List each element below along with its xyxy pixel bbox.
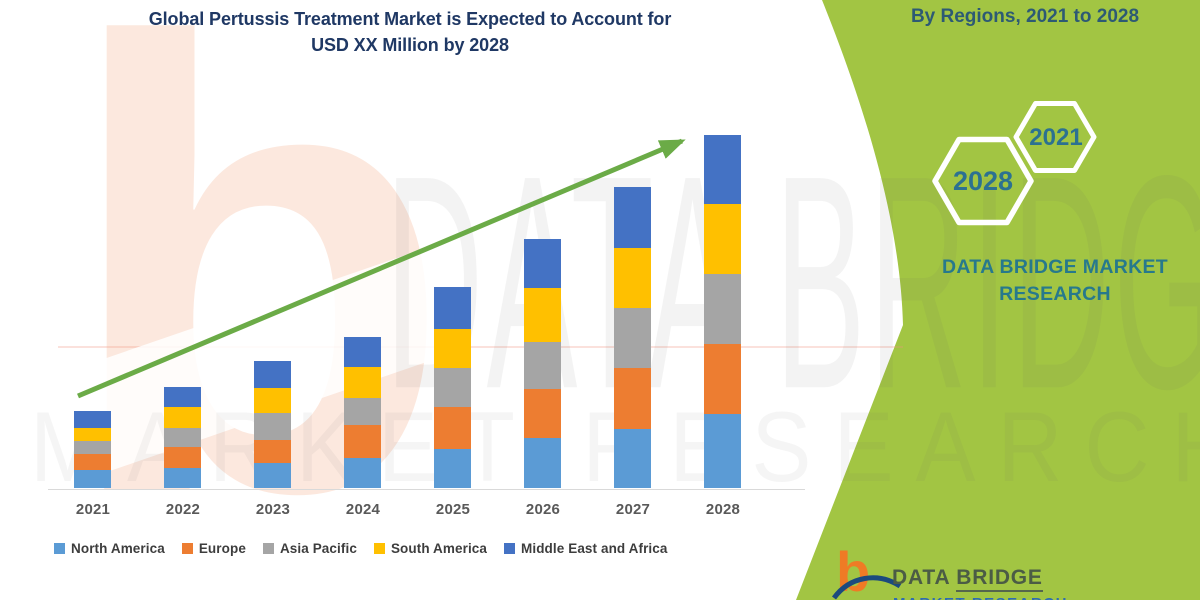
segment-north-america (524, 438, 561, 488)
legend-swatch (262, 543, 274, 554)
x-axis-label-2022: 2022 (165, 501, 201, 518)
footer-logo: b DATA BRIDGE MARKET RESEARCH (830, 544, 1090, 600)
segment-south-america (74, 428, 111, 441)
hexagon-2028-label: 2028 (952, 166, 1014, 196)
hexagon-2021-label: 2021 (1029, 124, 1083, 151)
bar-2026 (524, 239, 561, 488)
segment-asia-pacific (614, 308, 651, 368)
segment-europe (434, 407, 471, 449)
segment-europe (524, 389, 561, 438)
segment-middle-east-and-africa (74, 411, 111, 428)
bar-2027 (614, 187, 651, 488)
legend-item-north-america: North America (54, 541, 165, 556)
segment-south-america (704, 204, 741, 274)
segment-middle-east-and-africa (704, 135, 741, 204)
segment-north-america (704, 414, 741, 488)
bar-2022 (164, 387, 201, 488)
chart-title: Global Pertussis Treatment Market is Exp… (70, 6, 750, 58)
segment-north-america (254, 463, 291, 488)
chart-legend: North America Europe Asia Pacific South Ame… (54, 541, 668, 556)
bar-2028 (704, 135, 741, 488)
x-axis-label-2026: 2026 (525, 501, 561, 518)
x-axis-label-2027: 2027 (615, 501, 651, 518)
segment-europe (254, 440, 291, 463)
segment-asia-pacific (254, 413, 291, 440)
segment-middle-east-and-africa (434, 287, 471, 329)
segment-middle-east-and-africa (164, 387, 201, 407)
x-axis-label-2021: 2021 (75, 501, 111, 518)
logo-name-part1: DATA (892, 566, 957, 589)
chart-title-line1: Global Pertussis Treatment Market is Exp… (148, 9, 672, 29)
bar-2025 (434, 287, 471, 488)
segment-south-america (434, 329, 471, 368)
segment-south-america (164, 407, 201, 428)
segment-south-america (614, 248, 651, 308)
segment-north-america (344, 458, 381, 488)
segment-middle-east-and-africa (344, 337, 381, 367)
legend-label: Middle East and Africa (521, 541, 668, 556)
legend-label: Asia Pacific (279, 541, 357, 556)
segment-south-america (524, 288, 561, 342)
segment-middle-east-and-africa (614, 187, 651, 248)
legend-item-europe: Europe (181, 541, 246, 556)
segment-europe (614, 368, 651, 429)
segment-north-america (74, 470, 111, 488)
legend-item-asia-pacific: Asia Pacific (262, 541, 357, 556)
x-axis-label-2023: 2023 (255, 501, 291, 518)
segment-asia-pacific (164, 428, 201, 447)
segment-asia-pacific (704, 274, 741, 344)
bar-2021 (74, 411, 111, 488)
chart-title-line2: USD XX Million by 2028 (311, 35, 509, 55)
legend-label: North America (71, 541, 165, 556)
legend-label: South America (390, 541, 488, 556)
legend-label: Europe (198, 541, 246, 556)
segment-south-america (344, 367, 381, 398)
segment-middle-east-and-africa (254, 361, 291, 388)
legend-item-south-america: South America (373, 541, 488, 556)
segment-asia-pacific (524, 342, 561, 389)
segment-south-america (254, 388, 291, 413)
segment-north-america (434, 449, 471, 488)
segment-europe (704, 344, 741, 414)
legend-swatch (54, 543, 65, 554)
side-panel-heading: By Regions, 2021 to 2028 (910, 6, 1140, 27)
logo-name: DATA BRIDGE (892, 566, 1043, 592)
x-axis-label-2025: 2025 (435, 501, 471, 518)
legend-swatch (504, 543, 516, 554)
segment-middle-east-and-africa (524, 239, 561, 288)
x-axis-baseline (48, 489, 805, 490)
legend-item-middle-east-and-africa: Middle East and Africa (504, 541, 667, 556)
logo-subtitle: MARKET RESEARCH (893, 595, 1068, 600)
bar-2024 (344, 337, 381, 488)
x-axis-label-2024: 2024 (345, 501, 381, 518)
segment-europe (164, 447, 201, 468)
bar-2023 (254, 361, 291, 488)
segment-europe (74, 454, 111, 470)
segment-asia-pacific (344, 398, 381, 425)
brand-text: DATA BRIDGE MARKET RESEARCH (900, 254, 1200, 308)
segment-europe (344, 425, 381, 458)
legend-swatch (181, 543, 193, 554)
brand-text-line2: RESEARCH (999, 283, 1111, 305)
legend-swatch (373, 543, 385, 554)
brand-text-line1: DATA BRIDGE MARKET (941, 256, 1169, 278)
x-axis-label-2028: 2028 (705, 501, 741, 518)
segment-north-america (164, 468, 201, 488)
segment-north-america (614, 429, 651, 488)
segment-asia-pacific (434, 368, 471, 407)
logo-name-part2: BRIDGE (956, 566, 1043, 592)
segment-asia-pacific (74, 441, 111, 454)
